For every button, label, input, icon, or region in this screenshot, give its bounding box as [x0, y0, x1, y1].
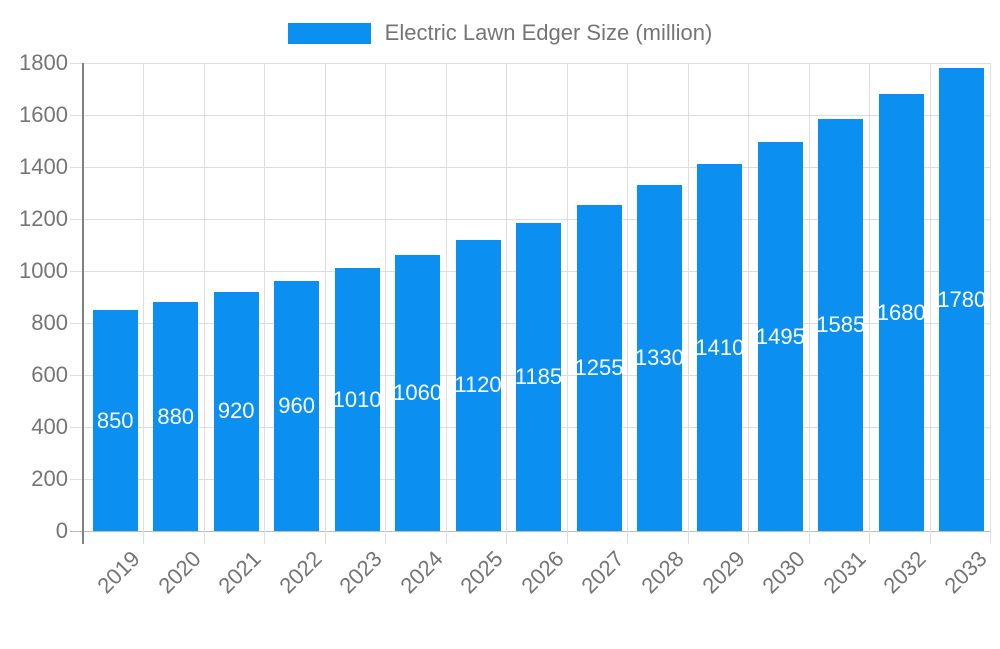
- chart-title: Electric Lawn Edger Size (million): [384, 20, 713, 45]
- y-axis-tick-label: 400: [31, 414, 68, 439]
- y-gridline: [70, 219, 990, 220]
- x-gridline: [446, 63, 447, 544]
- bar: [576, 204, 622, 531]
- bar-value-label: 920: [217, 398, 255, 424]
- bar: [153, 302, 199, 531]
- x-gridline: [809, 63, 810, 544]
- bar: [636, 185, 682, 531]
- bar: [878, 94, 924, 531]
- bar: [757, 142, 803, 531]
- x-gridline: [627, 63, 628, 544]
- y-axis-tick-label: 1400: [19, 154, 68, 179]
- x-gridline: [748, 63, 749, 544]
- bar-value-label: 1185: [514, 363, 563, 389]
- bar: [213, 291, 259, 531]
- bar-value-label: 960: [278, 393, 315, 419]
- bar-value-label: 850: [96, 407, 134, 433]
- chart-legend: Electric Lawn Edger Size (million): [0, 20, 1000, 46]
- y-axis-tick-label: 1800: [19, 50, 68, 75]
- y-axis-tick-label: 800: [31, 310, 68, 335]
- y-axis-tick-label: 1000: [19, 258, 68, 283]
- x-gridline: [264, 63, 265, 544]
- y-axis-tick-label: 600: [31, 362, 68, 387]
- y-axis-line: [82, 63, 84, 544]
- x-gridline: [204, 63, 205, 544]
- bar: [395, 255, 441, 531]
- bar-value-label: 1010: [332, 386, 382, 412]
- y-axis-tick-label: 0: [55, 518, 68, 543]
- bar-value-label: 1780: [937, 286, 987, 312]
- y-gridline: [70, 63, 990, 64]
- bar-value-label: 1410: [695, 334, 745, 360]
- bar-value-label: 1060: [393, 380, 443, 406]
- plot-area: 0 200 400 600 800 1000 1200 1400 1600 1800 850 2019…: [19, 50, 991, 598]
- bar: [697, 164, 743, 531]
- bar-value-label: 880: [157, 403, 195, 429]
- x-gridline: [688, 63, 689, 544]
- y-gridline: [70, 531, 990, 532]
- bar: [274, 281, 320, 531]
- y-gridline: [70, 167, 990, 168]
- x-gridline: [143, 63, 144, 544]
- bar: [334, 268, 380, 531]
- bar-value-label: 1120: [454, 372, 502, 398]
- bar-chart: Electric Lawn Edger Size (million) 0 200 4…: [0, 20, 1000, 599]
- x-gridline: [990, 63, 991, 544]
- bar-value-label: 1330: [634, 345, 684, 371]
- bar: [92, 310, 138, 531]
- legend-swatch: [287, 22, 371, 44]
- x-gridline: [506, 63, 507, 544]
- y-gridline: [70, 115, 990, 116]
- x-gridline: [869, 63, 870, 544]
- bar: [939, 68, 985, 531]
- y-axis-tick-label: 1200: [19, 206, 68, 231]
- bar-value-label: 1495: [755, 323, 805, 349]
- bar-value-label: 1255: [574, 354, 624, 380]
- x-gridline: [930, 63, 931, 544]
- bar: [818, 118, 864, 531]
- x-gridline: [567, 63, 568, 544]
- y-axis-tick-label: 200: [31, 466, 68, 491]
- x-gridline: [385, 63, 386, 544]
- bar-value-label: 1680: [876, 299, 926, 325]
- y-axis-tick-label: 1600: [19, 102, 68, 127]
- x-gridline: [325, 63, 326, 544]
- bar: [455, 239, 501, 531]
- bar: [516, 222, 561, 531]
- bar-value-label: 1585: [816, 312, 866, 337]
